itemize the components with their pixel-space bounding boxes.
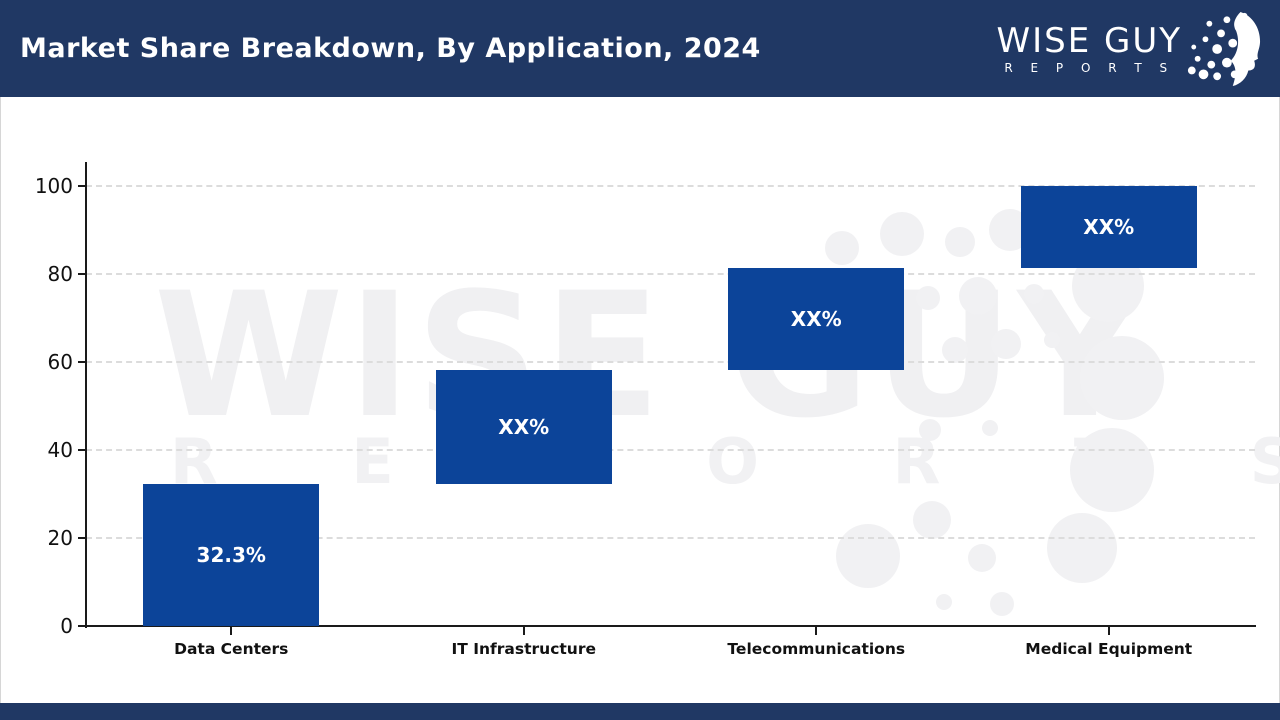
logo-subtitle: R E P O R T S — [1004, 61, 1175, 75]
y-axis-tick-60 — [78, 361, 85, 363]
y-axis-tick-label: 40 — [47, 438, 73, 462]
y-axis-tick-0 — [78, 625, 85, 627]
gridline-80 — [86, 273, 1255, 275]
header-bar: Market Share Breakdown, By Application, … — [0, 0, 1280, 97]
bar-value-label: XX% — [790, 306, 842, 331]
footer-bar — [0, 703, 1280, 720]
x-axis-tick-it-infrastructure — [522, 627, 525, 635]
y-axis-tick-40 — [78, 449, 85, 451]
y-axis-tick-80 — [78, 273, 85, 275]
x-axis-label-medical-equipment: Medical Equipment — [1025, 640, 1193, 658]
bar-medical-equipment: XX% — [1020, 186, 1197, 268]
y-axis-tick-label: 100 — [34, 174, 73, 198]
x-axis-tick-medical-equipment — [1107, 627, 1110, 635]
gridline-20 — [86, 537, 1255, 539]
logo-wordmark: WISE GUY — [996, 21, 1182, 61]
bar-data-centers: 32.3% — [143, 483, 320, 626]
bar-value-label: 32.3% — [196, 542, 266, 567]
y-axis-tick-20 — [78, 537, 85, 539]
page-title: Market Share Breakdown, By Application, … — [20, 33, 761, 64]
bar-value-label: XX% — [1083, 214, 1135, 239]
gridline-40 — [86, 449, 1255, 451]
x-axis-line — [84, 625, 1256, 627]
x-axis-label-data-centers: Data Centers — [174, 640, 289, 658]
bar-it-infrastructure: XX% — [435, 369, 612, 484]
wise-guy-reports-logo: WISE GUY R E P O R T S — [996, 10, 1262, 88]
y-axis-line — [85, 162, 87, 628]
x-axis-label-telecommunications: Telecommunications — [727, 640, 906, 658]
gridline-100 — [86, 185, 1255, 187]
x-axis-tick-data-centers — [230, 627, 233, 635]
x-axis-label-it-infrastructure: IT Infrastructure — [451, 640, 597, 658]
x-axis-tick-telecommunications — [815, 627, 818, 635]
gridline-60 — [86, 361, 1255, 363]
face-profile-logo-icon — [1187, 11, 1261, 87]
bar-telecommunications: XX% — [728, 267, 905, 370]
y-axis-tick-label: 80 — [47, 262, 73, 286]
y-axis-tick-label: 60 — [47, 350, 73, 374]
y-axis-tick-100 — [78, 185, 85, 187]
y-axis-tick-label: 0 — [60, 614, 73, 638]
bar-value-label: XX% — [498, 414, 550, 439]
y-axis-tick-label: 20 — [47, 526, 73, 550]
